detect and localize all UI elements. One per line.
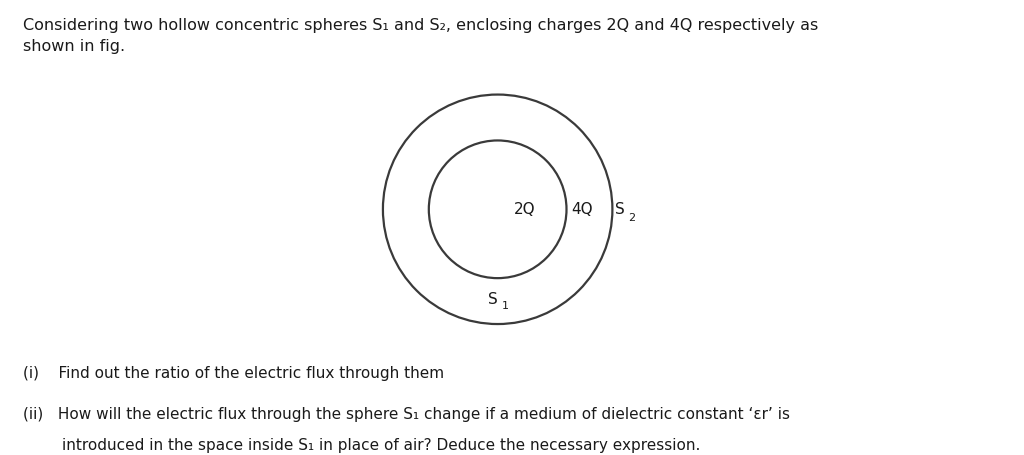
Text: 2: 2: [628, 213, 635, 223]
Text: 1: 1: [502, 301, 509, 311]
Text: (ii)   How will the electric flux through the sphere S₁ change if a medium of di: (ii) How will the electric flux through …: [23, 407, 790, 422]
Text: 2Q: 2Q: [514, 202, 536, 217]
Text: Considering two hollow concentric spheres S₁ and S₂, enclosing charges 2Q and 4Q: Considering two hollow concentric sphere…: [23, 18, 818, 54]
Text: S: S: [615, 202, 625, 217]
Text: introduced in the space inside S₁ in place of air? Deduce the necessary expressi: introduced in the space inside S₁ in pla…: [23, 438, 699, 453]
Text: (i)    Find out the ratio of the electric flux through them: (i) Find out the ratio of the electric f…: [23, 366, 443, 381]
Text: 4Q: 4Q: [571, 202, 593, 217]
Text: S: S: [488, 293, 498, 308]
